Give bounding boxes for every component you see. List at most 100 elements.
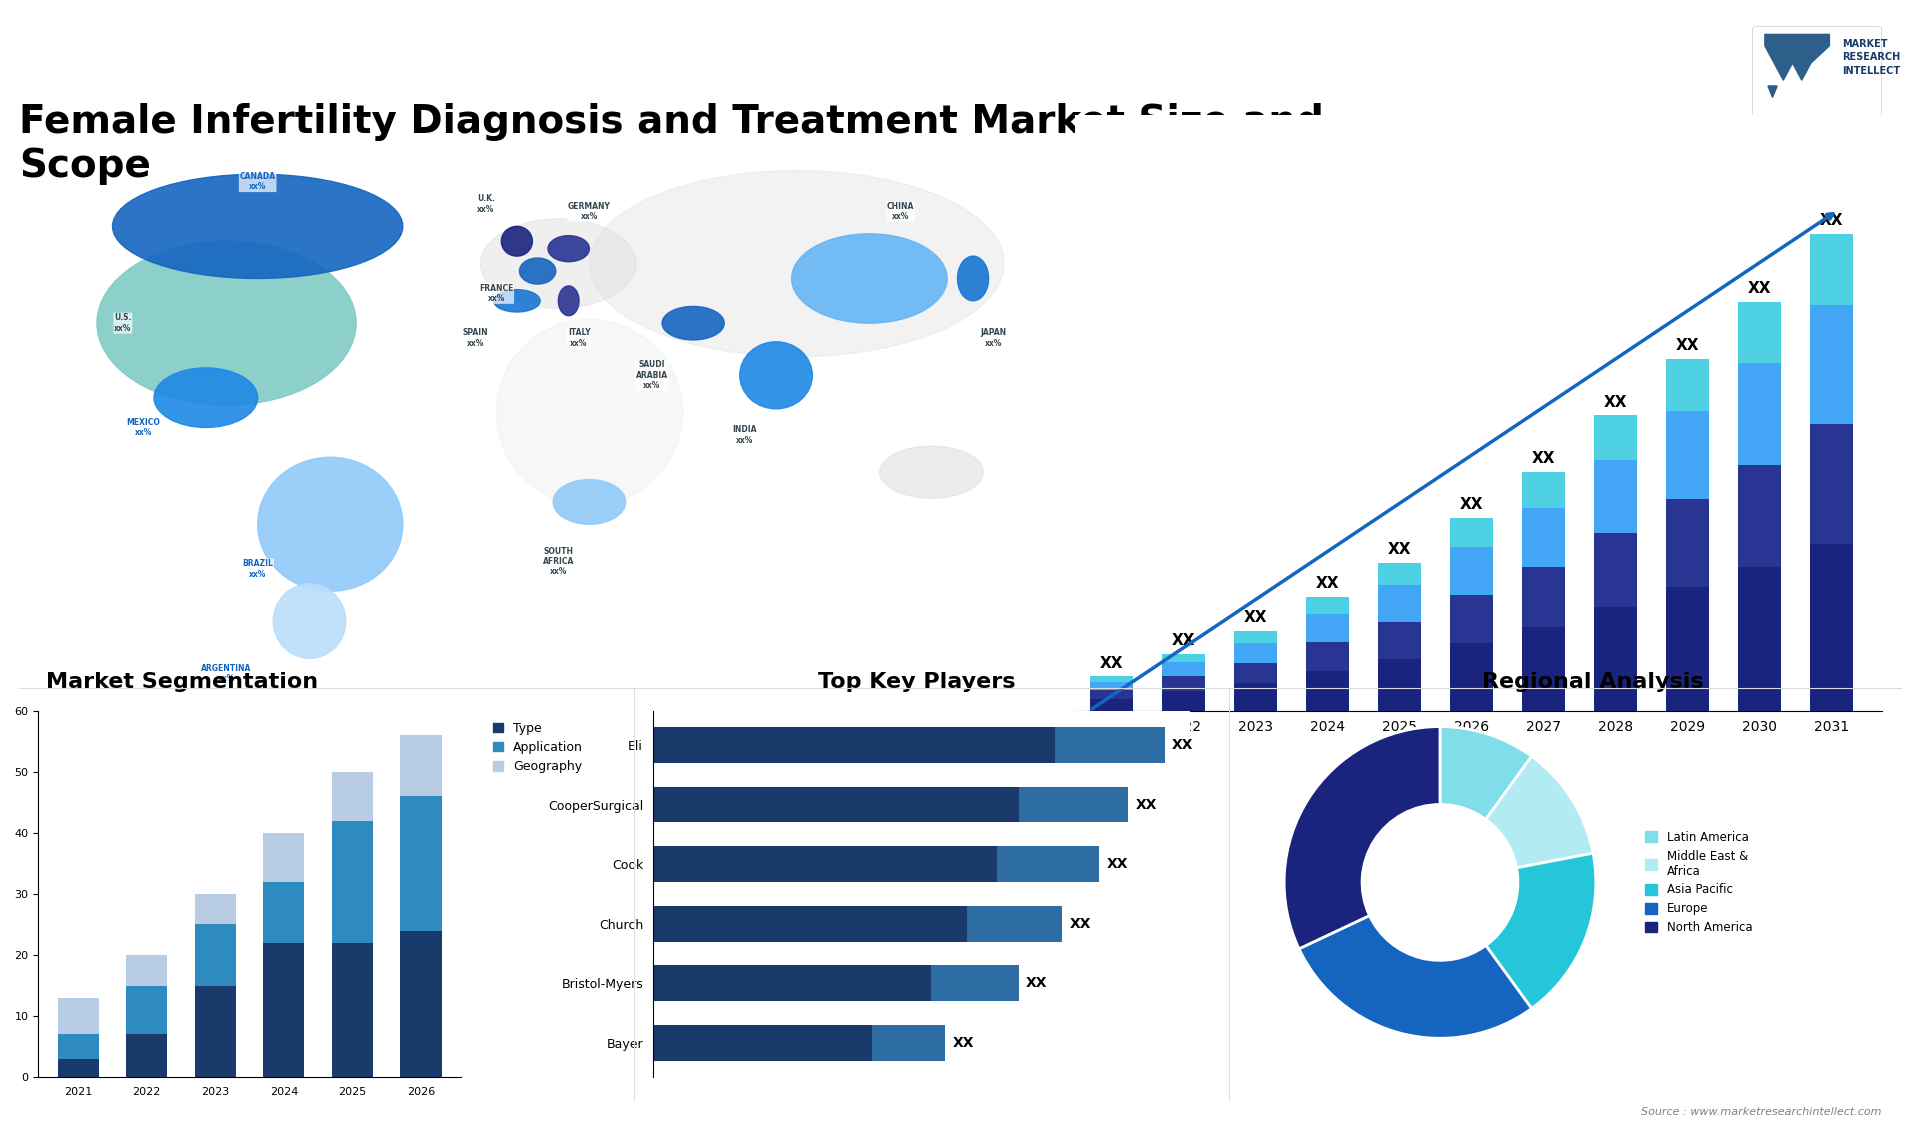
Ellipse shape (553, 479, 626, 524)
Bar (1056, 728, 1165, 763)
Bar (1377, 586, 1421, 622)
Bar (1091, 676, 1133, 682)
Bar (1594, 460, 1636, 533)
Text: XX: XX (1171, 633, 1194, 649)
Text: Female Infertility Diagnosis and Treatment Market Size and
Scope: Female Infertility Diagnosis and Treatme… (19, 103, 1325, 186)
Bar (1738, 465, 1782, 567)
Bar (1306, 670, 1348, 711)
Text: FRANCE
xx%: FRANCE xx% (478, 284, 513, 303)
Bar (1306, 597, 1348, 614)
Bar (653, 786, 1018, 823)
Text: U.S.
xx%: U.S. xx% (113, 314, 132, 332)
Text: XX: XX (1820, 213, 1843, 228)
Bar (1091, 699, 1133, 711)
Text: XX: XX (1388, 542, 1411, 557)
Bar (401, 931, 442, 1077)
Bar (332, 943, 372, 1077)
Legend: Type, Application, Geography: Type, Application, Geography (488, 716, 588, 778)
Wedge shape (1284, 727, 1440, 949)
Bar (1521, 472, 1565, 508)
Bar (653, 846, 996, 882)
Bar (872, 1025, 945, 1060)
Text: CHINA
xx%: CHINA xx% (887, 202, 914, 221)
Circle shape (1361, 804, 1519, 960)
Ellipse shape (501, 226, 532, 256)
Bar (1665, 411, 1709, 500)
Ellipse shape (547, 236, 589, 261)
Text: JAPAN
xx%: JAPAN xx% (981, 329, 1006, 347)
Text: MEXICO
xx%: MEXICO xx% (127, 418, 161, 437)
Bar (1377, 622, 1421, 659)
Text: XX: XX (1100, 656, 1123, 670)
Ellipse shape (493, 290, 540, 312)
Ellipse shape (589, 171, 1004, 356)
Ellipse shape (879, 446, 983, 499)
Bar (263, 833, 305, 881)
Bar (1450, 595, 1494, 643)
FancyBboxPatch shape (1753, 26, 1882, 128)
Bar (968, 905, 1062, 942)
Bar (1738, 363, 1782, 465)
Bar (653, 728, 1056, 763)
Bar (1306, 614, 1348, 643)
Ellipse shape (520, 258, 555, 284)
Bar (1018, 786, 1129, 823)
Bar (401, 735, 442, 796)
Text: SOUTH
AFRICA
xx%: SOUTH AFRICA xx% (543, 547, 574, 576)
Text: XX: XX (1069, 917, 1091, 931)
Bar (653, 905, 968, 942)
Wedge shape (1486, 854, 1596, 1008)
Text: XX: XX (1459, 497, 1482, 512)
Text: GERMANY
xx%: GERMANY xx% (568, 202, 611, 221)
Text: XX: XX (1106, 857, 1127, 871)
Text: ARGENTINA
xx%: ARGENTINA xx% (202, 664, 252, 683)
Bar (653, 965, 931, 1002)
Bar (332, 771, 372, 821)
Text: XX: XX (1244, 611, 1267, 626)
Bar (1521, 567, 1565, 627)
Bar (653, 1025, 872, 1060)
Bar (1738, 567, 1782, 711)
Bar (1738, 301, 1782, 363)
Bar (1162, 653, 1206, 662)
Ellipse shape (480, 219, 636, 308)
Ellipse shape (113, 174, 403, 278)
Text: XX: XX (1603, 394, 1626, 410)
Ellipse shape (154, 368, 257, 427)
Ellipse shape (495, 320, 684, 505)
Bar (1306, 643, 1348, 670)
Bar (1377, 659, 1421, 711)
Bar (1233, 683, 1277, 711)
Bar (194, 894, 236, 925)
Text: Top Key Players: Top Key Players (818, 672, 1016, 692)
Bar (1091, 690, 1133, 699)
Ellipse shape (662, 306, 724, 340)
Bar (127, 1035, 167, 1077)
Bar (1594, 533, 1636, 607)
Bar (1809, 424, 1853, 543)
Bar (332, 821, 372, 943)
Text: XX: XX (1315, 576, 1338, 591)
Ellipse shape (739, 342, 812, 409)
Bar (1665, 500, 1709, 588)
Bar (1162, 691, 1206, 711)
Legend: Latin America, Middle East &
Africa, Asia Pacific, Europe, North America: Latin America, Middle East & Africa, Asi… (1642, 826, 1757, 939)
Text: U.K.
xx%: U.K. xx% (476, 195, 495, 213)
Ellipse shape (791, 234, 947, 323)
Bar (127, 986, 167, 1035)
Text: XX: XX (952, 1036, 973, 1050)
Bar (58, 1035, 98, 1059)
Bar (127, 955, 167, 986)
Bar (58, 1059, 98, 1077)
Text: SPAIN
xx%: SPAIN xx% (463, 329, 488, 347)
Bar (1450, 643, 1494, 711)
Bar (58, 998, 98, 1035)
Bar (1809, 305, 1853, 424)
Wedge shape (1440, 727, 1532, 819)
Text: XX: XX (1171, 738, 1194, 752)
Text: Market Segmentation: Market Segmentation (46, 672, 319, 692)
Bar (1665, 588, 1709, 711)
Bar (194, 925, 236, 986)
Text: Source : www.marketresearchintellect.com: Source : www.marketresearchintellect.com (1642, 1107, 1882, 1116)
Text: ITALY
xx%: ITALY xx% (568, 329, 589, 347)
